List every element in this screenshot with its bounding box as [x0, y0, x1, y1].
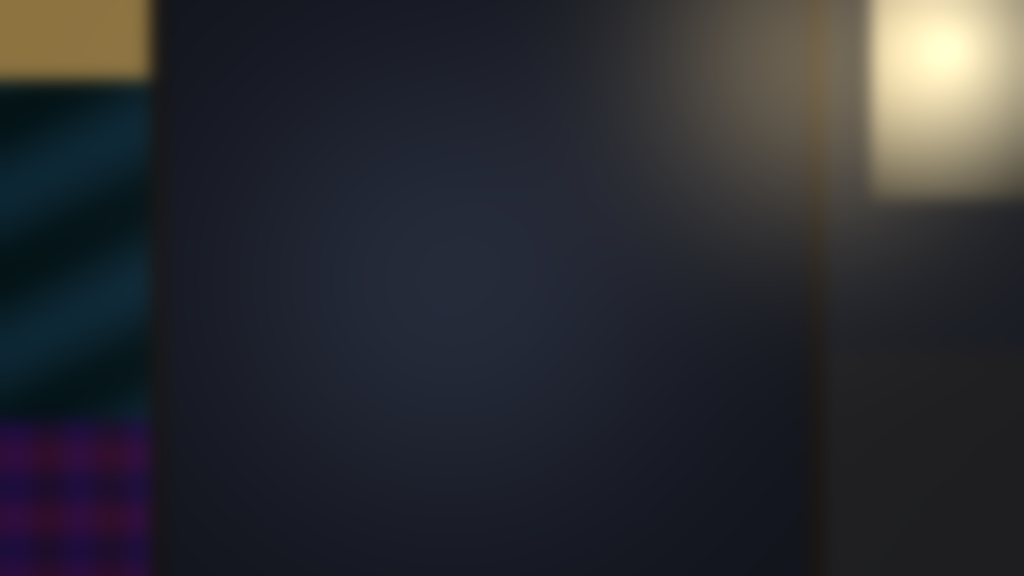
Text: o: o	[450, 331, 471, 365]
Text: methyl -2-nitroprop: methyl -2-nitroprop	[304, 77, 712, 119]
Text: O: O	[492, 237, 524, 279]
Text: 2: 2	[617, 187, 635, 215]
Text: 1: 1	[464, 221, 482, 249]
Text: 1: 1	[542, 220, 560, 248]
Text: cl: cl	[572, 336, 604, 374]
Text: 3: 3	[335, 264, 352, 292]
Text: 1-chloroethyl propanoate: 1-chloroethyl propanoate	[253, 404, 746, 442]
Text: 2: 2	[398, 189, 416, 217]
Text: a•••: a•••	[748, 81, 834, 115]
Text: a: a	[264, 235, 294, 281]
